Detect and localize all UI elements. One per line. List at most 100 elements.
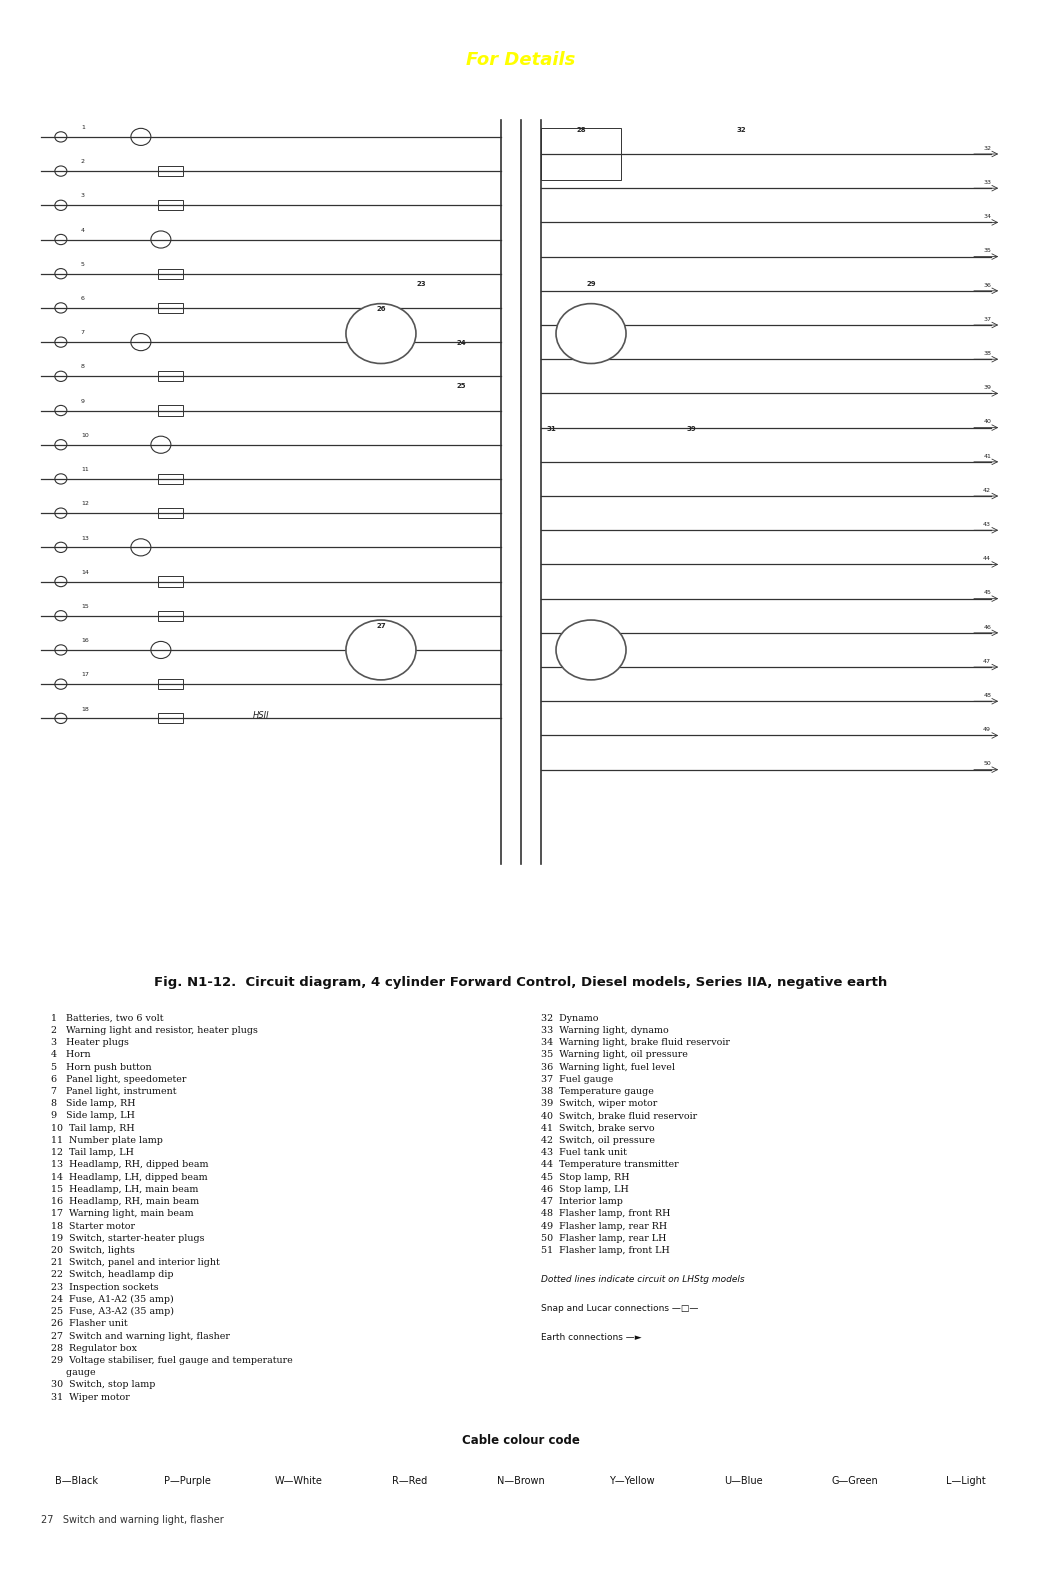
Text: gauge: gauge xyxy=(51,1368,96,1378)
Text: ection N—Land-Rover: ection N—Land-Rover xyxy=(21,28,156,42)
Text: CLICK HERE: CLICK HERE xyxy=(485,35,557,44)
Text: 27: 27 xyxy=(376,623,386,629)
Text: 7: 7 xyxy=(81,331,84,336)
Text: 10  Tail lamp, RH: 10 Tail lamp, RH xyxy=(51,1123,134,1133)
Text: 34: 34 xyxy=(984,213,991,220)
Text: 43: 43 xyxy=(984,522,991,527)
Text: 36: 36 xyxy=(984,282,991,287)
Text: 32  Dynamo: 32 Dynamo xyxy=(541,1014,598,1023)
Text: 9: 9 xyxy=(81,399,84,403)
Text: 39  Switch, wiper motor: 39 Switch, wiper motor xyxy=(541,1100,658,1108)
Text: 39: 39 xyxy=(687,425,696,431)
Text: 28  Regulator box: 28 Regulator box xyxy=(51,1343,137,1352)
Circle shape xyxy=(346,304,416,364)
Text: 35: 35 xyxy=(984,248,991,253)
Text: 17  Warning light, main beam: 17 Warning light, main beam xyxy=(51,1210,194,1218)
Text: 21  Switch, panel and interior light: 21 Switch, panel and interior light xyxy=(51,1258,220,1268)
Text: 35  Warning light, oil pressure: 35 Warning light, oil pressure xyxy=(541,1050,688,1059)
Text: 40  Switch, brake fluid reservoir: 40 Switch, brake fluid reservoir xyxy=(541,1111,697,1120)
Bar xyxy=(541,129,621,179)
Text: 11: 11 xyxy=(81,468,89,472)
Text: 6: 6 xyxy=(81,297,84,301)
Text: 48  Flasher lamp, front RH: 48 Flasher lamp, front RH xyxy=(541,1210,670,1218)
Text: Cable colour code: Cable colour code xyxy=(462,1434,580,1447)
Text: 8   Side lamp, RH: 8 Side lamp, RH xyxy=(51,1100,135,1108)
Text: 27  Switch and warning light, flasher: 27 Switch and warning light, flasher xyxy=(51,1332,229,1340)
Bar xyxy=(158,610,183,621)
Bar xyxy=(158,714,183,723)
Text: 42  Switch, oil pressure: 42 Switch, oil pressure xyxy=(541,1136,655,1145)
Text: G—Green: G—Green xyxy=(832,1476,877,1486)
Text: 4: 4 xyxy=(81,228,84,232)
Bar xyxy=(158,508,183,518)
Text: 39: 39 xyxy=(984,384,991,391)
Text: 47: 47 xyxy=(984,659,991,664)
Text: HSII: HSII xyxy=(252,711,269,720)
Text: 3: 3 xyxy=(81,193,84,198)
Text: 33  Warning light, dynamo: 33 Warning light, dynamo xyxy=(541,1026,669,1036)
Text: 18  Starter motor: 18 Starter motor xyxy=(51,1222,134,1230)
Text: B—Black: B—Black xyxy=(55,1476,98,1486)
Text: 12  Tail lamp, LH: 12 Tail lamp, LH xyxy=(51,1149,133,1158)
Text: 1   Batteries, two 6 volt: 1 Batteries, two 6 volt xyxy=(51,1014,164,1023)
Text: 26: 26 xyxy=(376,306,386,312)
Text: 16: 16 xyxy=(81,639,89,643)
Text: 46: 46 xyxy=(984,624,991,629)
Text: 5: 5 xyxy=(81,262,84,267)
Text: 50: 50 xyxy=(984,761,991,766)
Text: 26  Flasher unit: 26 Flasher unit xyxy=(51,1320,127,1329)
Text: 44: 44 xyxy=(984,555,991,562)
Text: 37  Fuel gauge: 37 Fuel gauge xyxy=(541,1075,614,1084)
Text: 33: 33 xyxy=(984,180,991,185)
Text: 42: 42 xyxy=(984,488,991,493)
Text: Fig. N1-12.  Circuit diagram, 4 cylinder Forward Control, Diesel models, Series : Fig. N1-12. Circuit diagram, 4 cylinder … xyxy=(154,976,888,988)
Bar xyxy=(158,201,183,210)
Text: U—Blue: U—Blue xyxy=(724,1476,763,1486)
Text: 23  Inspection sockets: 23 Inspection sockets xyxy=(51,1282,158,1291)
Text: Page 15-N: Page 15-N xyxy=(957,28,1021,42)
Bar xyxy=(158,303,183,314)
Text: 45: 45 xyxy=(984,590,991,595)
Text: 30  Switch, stop lamp: 30 Switch, stop lamp xyxy=(51,1381,155,1390)
Text: 27   Switch and warning light, flasher: 27 Switch and warning light, flasher xyxy=(41,1514,224,1525)
Text: 41: 41 xyxy=(984,453,991,458)
Circle shape xyxy=(556,620,626,679)
Text: 24: 24 xyxy=(456,340,466,347)
Text: 41  Switch, brake servo: 41 Switch, brake servo xyxy=(541,1123,654,1133)
Text: 43  Fuel tank unit: 43 Fuel tank unit xyxy=(541,1149,627,1158)
Text: 38  Temperature gauge: 38 Temperature gauge xyxy=(541,1087,654,1097)
Bar xyxy=(158,474,183,485)
Text: 6   Panel light, speedometer: 6 Panel light, speedometer xyxy=(51,1075,187,1084)
Text: L—Light: L—Light xyxy=(946,1476,986,1486)
Text: 49  Flasher lamp, rear RH: 49 Flasher lamp, rear RH xyxy=(541,1222,667,1230)
Text: 44  Temperature transmitter: 44 Temperature transmitter xyxy=(541,1161,678,1169)
Text: 23: 23 xyxy=(416,281,426,287)
Text: 45  Stop lamp, RH: 45 Stop lamp, RH xyxy=(541,1172,629,1181)
Text: R—Red: R—Red xyxy=(392,1476,427,1486)
Text: 24  Fuse, A1-A2 (35 amp): 24 Fuse, A1-A2 (35 amp) xyxy=(51,1294,174,1304)
Text: 18: 18 xyxy=(81,706,89,711)
Text: 22  Switch, headlamp dip: 22 Switch, headlamp dip xyxy=(51,1271,173,1279)
Text: 31: 31 xyxy=(546,425,555,431)
Text: 7   Panel light, instrument: 7 Panel light, instrument xyxy=(51,1087,176,1097)
Text: 4   Horn: 4 Horn xyxy=(51,1050,91,1059)
Text: 14  Headlamp, LH, dipped beam: 14 Headlamp, LH, dipped beam xyxy=(51,1172,207,1181)
Circle shape xyxy=(346,620,416,679)
Text: 13  Headlamp, RH, dipped beam: 13 Headlamp, RH, dipped beam xyxy=(51,1161,208,1169)
Text: 48: 48 xyxy=(984,693,991,698)
Text: 50  Flasher lamp, rear LH: 50 Flasher lamp, rear LH xyxy=(541,1233,667,1243)
Text: 29: 29 xyxy=(587,281,596,287)
Text: 2   Warning light and resistor, heater plugs: 2 Warning light and resistor, heater plu… xyxy=(51,1026,257,1036)
Text: 25  Fuse, A3-A2 (35 amp): 25 Fuse, A3-A2 (35 amp) xyxy=(51,1307,174,1316)
Text: 3   Heater plugs: 3 Heater plugs xyxy=(51,1039,129,1047)
Text: Dotted lines indicate circuit on LHStg models: Dotted lines indicate circuit on LHStg m… xyxy=(541,1276,745,1283)
Text: 47  Interior lamp: 47 Interior lamp xyxy=(541,1197,623,1207)
Text: 9   Side lamp, LH: 9 Side lamp, LH xyxy=(51,1111,134,1120)
Text: Earth connections —►: Earth connections —► xyxy=(541,1334,642,1341)
Bar xyxy=(158,372,183,381)
Text: 2: 2 xyxy=(81,160,84,165)
Text: 49: 49 xyxy=(984,726,991,733)
Text: 11  Number plate lamp: 11 Number plate lamp xyxy=(51,1136,163,1145)
Bar xyxy=(158,405,183,416)
Text: 15: 15 xyxy=(81,604,89,609)
